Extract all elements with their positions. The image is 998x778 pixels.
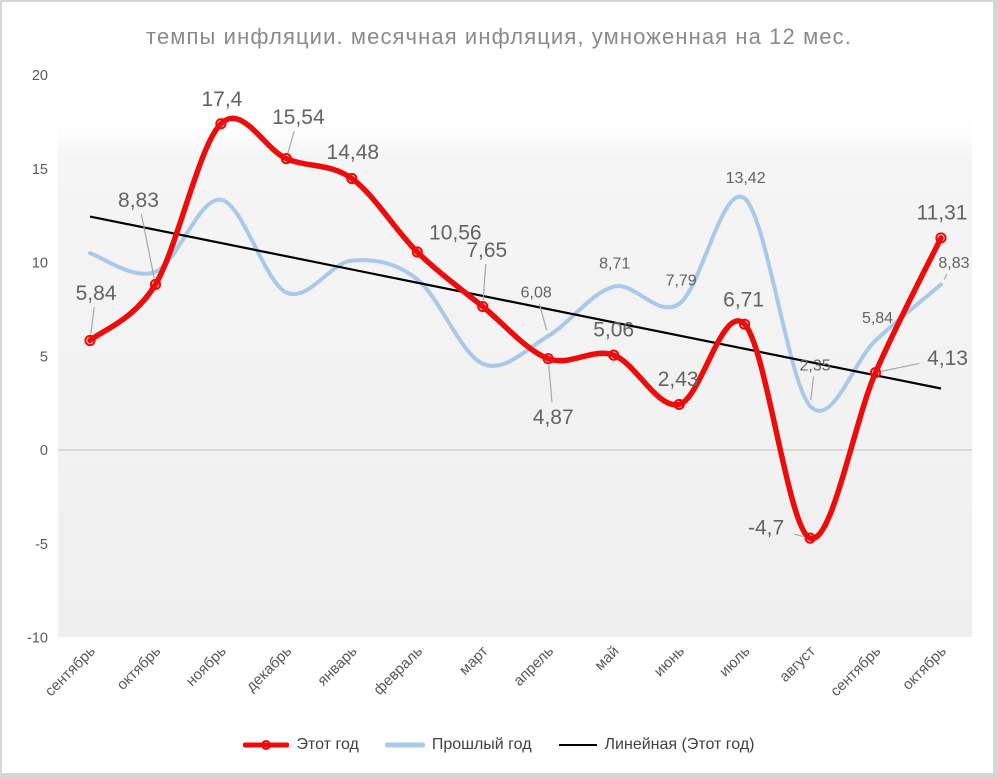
y-axis-label: 10 — [32, 256, 48, 272]
data-point-marker — [673, 398, 685, 411]
label-leader-line — [794, 533, 805, 538]
y-axis-label: 20 — [32, 68, 48, 84]
legend-label-last-year: Прошлый год — [431, 736, 532, 753]
label-leader-line — [548, 364, 553, 403]
data-label: 5,06 — [593, 318, 634, 341]
y-axis-label: -5 — [35, 537, 48, 553]
label-leader-line — [881, 362, 920, 372]
legend-label-this-year: Этот год — [296, 736, 359, 753]
legend-item-trendline: Линейная (Этот год) — [558, 736, 755, 754]
x-axis-label-7: апрель — [510, 643, 557, 690]
data-point-marker — [215, 118, 227, 130]
plot-area — [58, 74, 972, 637]
data-point-marker — [935, 232, 947, 244]
x-axis-label-6: март — [456, 643, 492, 679]
label-leader-line — [810, 376, 815, 401]
y-axis-label: 15 — [32, 162, 48, 178]
chart-title: темпы инфляции. месячная инфляция, умнож… — [146, 24, 852, 49]
data-label: 10,56 — [429, 221, 482, 244]
data-label: 2,35 — [799, 358, 830, 375]
x-axis-label-1: октябрь — [113, 643, 164, 694]
x-axis-label-5: февраль — [370, 643, 426, 699]
data-label: 6,08 — [521, 285, 552, 302]
data-label: 7,79 — [666, 273, 697, 290]
x-axis-label-13: октябрь — [899, 643, 950, 694]
data-label: 11,31 — [916, 201, 967, 224]
data-label: 8,83 — [118, 189, 159, 212]
data-point-marker — [346, 172, 358, 185]
data-label: 4,13 — [927, 347, 968, 370]
data-point-marker — [84, 334, 96, 347]
legend-swatch-last-year-icon — [384, 742, 425, 748]
data-label: 4,87 — [533, 406, 574, 429]
label-leader-line — [538, 303, 548, 331]
label-leader-line — [943, 273, 948, 280]
data-label: 8,71 — [599, 255, 630, 272]
legend-swatch-trendline-icon — [558, 744, 597, 746]
x-axis-label-8: май — [591, 643, 622, 674]
label-leader-line — [482, 264, 487, 301]
label-leader-line — [140, 213, 155, 279]
data-point-marker — [739, 318, 751, 330]
series-this-year-line — [87, 115, 944, 541]
legend-item-last-year: Прошлый год — [384, 736, 532, 754]
x-axis-label-3: декабрь — [243, 643, 296, 696]
data-label: 15,54 — [272, 106, 325, 129]
x-axis-label-4: январь — [314, 643, 361, 690]
label-leader-line — [287, 131, 295, 154]
label-leader-line — [90, 306, 95, 335]
legend-label-trendline: Линейная (Этот год) — [604, 736, 755, 753]
legend-swatch-this-year-icon — [243, 740, 290, 750]
y-axis-label: 0 — [40, 443, 48, 459]
series-last-year-line — [88, 194, 943, 413]
data-label: 6,71 — [723, 289, 764, 312]
data-point-marker — [804, 532, 816, 544]
data-label: 13,42 — [726, 170, 766, 187]
x-axis-label-2: ноябрь — [183, 643, 230, 690]
x-axis-label-9: июнь — [651, 643, 688, 680]
data-point-marker — [608, 349, 620, 361]
trendline-this-year — [89, 215, 942, 390]
data-point-marker — [411, 246, 423, 258]
data-label: -4,7 — [748, 516, 784, 539]
data-point-marker — [542, 353, 554, 365]
data-label: 5,84 — [76, 282, 117, 305]
data-point-marker — [280, 153, 292, 165]
data-label: 5,84 — [862, 310, 893, 327]
data-label: 17,4 — [201, 88, 242, 111]
data-label: 7,65 — [466, 239, 507, 262]
chart-legend: Этот год Прошлый год Линейная (Этот год) — [0, 731, 998, 759]
data-point-marker — [149, 278, 162, 291]
x-axis-label-11: август — [776, 643, 819, 686]
data-point-marker — [477, 300, 489, 313]
x-axis-label-12: сентябрь — [827, 643, 884, 700]
data-label: 14,48 — [327, 141, 380, 164]
data-label: 2,43 — [658, 368, 699, 391]
y-axis-label: -10 — [27, 631, 48, 647]
legend-item-this-year: Этот год — [243, 736, 359, 754]
x-axis-label-0: сентябрь — [42, 643, 99, 700]
x-axis-label-10: июль — [716, 643, 754, 681]
data-label: 8,83 — [938, 255, 969, 272]
y-axis-label: 5 — [40, 349, 48, 365]
data-point-marker — [869, 366, 882, 379]
